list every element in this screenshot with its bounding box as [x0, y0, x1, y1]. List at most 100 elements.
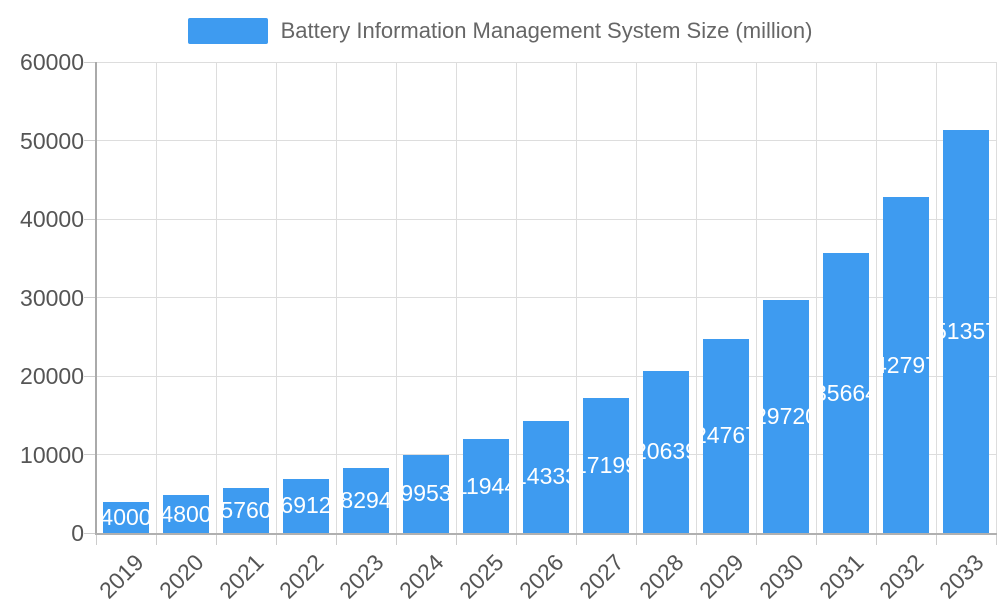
bar-value-label: 35664	[823, 379, 869, 406]
y-tick-mark	[84, 532, 95, 534]
x-tick-label: 2026	[513, 549, 569, 600]
bar-2019[interactable]: 4000	[103, 501, 149, 533]
gridline-vertical	[155, 62, 157, 533]
gridline-horizontal	[96, 218, 996, 220]
gridline-vertical	[995, 62, 997, 533]
x-tick-label: 2030	[753, 549, 809, 600]
gridline-horizontal	[96, 297, 996, 298]
bar-value-label: 51357	[943, 317, 989, 344]
bar-value-label: 17199	[583, 452, 629, 478]
gridline-vertical	[455, 62, 457, 533]
bar-2024[interactable]: 9953	[403, 454, 449, 533]
bar-value-label: 9953	[403, 480, 449, 507]
bar-2021[interactable]: 5760	[223, 487, 269, 533]
gridline-vertical	[395, 62, 397, 533]
y-tick-label: 0	[71, 520, 84, 546]
x-tick-label: 2032	[873, 549, 929, 600]
y-tick-mark	[84, 140, 95, 141]
x-tick-mark	[575, 535, 577, 545]
x-tick-mark	[695, 535, 697, 545]
bar-value-label: 6912	[283, 492, 329, 519]
x-tick-mark	[815, 535, 817, 545]
bar-value-label: 24767	[703, 422, 749, 449]
gridline-vertical	[335, 62, 337, 533]
bar-value-label: 8294	[343, 486, 389, 513]
x-tick-mark	[995, 535, 997, 545]
bar-2029[interactable]: 24767	[703, 338, 749, 533]
gridline-vertical	[935, 62, 937, 533]
y-tick-label: 30000	[20, 284, 84, 311]
x-tick-label: 2022	[273, 549, 329, 600]
y-axis-line	[95, 62, 97, 535]
x-tick-label: 2025	[453, 549, 509, 600]
bar-2032[interactable]: 42797	[883, 197, 929, 533]
gridline-vertical	[215, 62, 217, 533]
x-tick-mark	[215, 535, 217, 545]
gridline-vertical	[755, 62, 757, 533]
bar-2026[interactable]: 14333	[523, 420, 569, 533]
gridline-vertical	[575, 62, 577, 533]
gridline-vertical	[695, 62, 697, 533]
bar-2027[interactable]: 17199	[583, 398, 629, 533]
bar-value-label: 4800	[163, 500, 209, 527]
y-tick-label: 10000	[20, 441, 84, 468]
y-tick-label: 60000	[20, 49, 84, 75]
legend-swatch	[187, 18, 268, 44]
y-tick-mark	[84, 375, 95, 377]
bar-2025[interactable]: 11944	[463, 439, 509, 533]
bar-value-label: 29720	[763, 402, 809, 429]
gridline-vertical	[815, 62, 817, 533]
bar-2033[interactable]: 51357	[943, 129, 989, 533]
x-axis-line	[95, 533, 997, 535]
gridline-vertical	[875, 62, 877, 533]
x-tick-mark	[95, 535, 97, 545]
x-tick-mark	[875, 535, 877, 545]
gridline-horizontal	[96, 61, 996, 63]
x-tick-mark	[635, 535, 637, 545]
bar-value-label: 42797	[883, 351, 929, 378]
y-tick-mark	[84, 218, 95, 220]
x-tick-label: 2027	[573, 549, 629, 600]
x-tick-label: 2020	[153, 549, 209, 600]
bar-2022[interactable]: 6912	[283, 478, 329, 533]
x-tick-label: 2033	[933, 549, 989, 600]
y-tick-mark	[84, 454, 95, 455]
x-tick-mark	[515, 535, 517, 545]
x-tick-label: 2023	[333, 549, 389, 600]
x-tick-label: 2021	[213, 549, 269, 600]
x-tick-label: 2024	[393, 549, 449, 600]
gridline-horizontal	[96, 375, 996, 377]
x-tick-label: 2031	[813, 549, 869, 600]
bar-value-label: 20639	[643, 438, 689, 465]
y-tick-label: 40000	[20, 206, 84, 232]
x-tick-mark	[935, 535, 937, 545]
bar-2031[interactable]: 35664	[823, 253, 869, 533]
x-tick-mark	[755, 535, 757, 545]
y-tick-mark	[84, 297, 95, 298]
bar-value-label: 4000	[103, 503, 149, 530]
x-tick-mark	[275, 535, 277, 545]
bar-2030[interactable]: 29720	[763, 299, 809, 533]
gridline-horizontal	[96, 140, 996, 141]
y-tick-mark	[84, 61, 95, 63]
bar-value-label: 11944	[463, 472, 509, 499]
bar-value-label: 14333	[523, 463, 569, 490]
y-tick-label: 50000	[20, 127, 84, 154]
bar-value-label: 5760	[223, 496, 269, 523]
gridline-vertical	[635, 62, 637, 533]
gridline-vertical	[515, 62, 517, 533]
x-tick-label: 2029	[693, 549, 749, 600]
x-tick-mark	[395, 535, 397, 545]
x-tick-mark	[335, 535, 337, 545]
plot-area: 4000 4800 5760 6912 8294 9953 11944 14333 17199 2…	[84, 61, 997, 545]
legend-label: Battery Information Management System Si…	[280, 18, 813, 43]
bar-2023[interactable]: 8294	[343, 467, 389, 533]
legend-item[interactable]: Battery Information Management System Si…	[0, 16, 1000, 46]
x-tick-mark	[155, 535, 157, 545]
bar-2028[interactable]: 20639	[643, 370, 689, 533]
x-tick-label: 2019	[93, 549, 149, 600]
x-tick-label: 2028	[633, 549, 689, 600]
bar-2020[interactable]: 4800	[163, 495, 209, 533]
y-tick-label: 20000	[20, 363, 84, 389]
